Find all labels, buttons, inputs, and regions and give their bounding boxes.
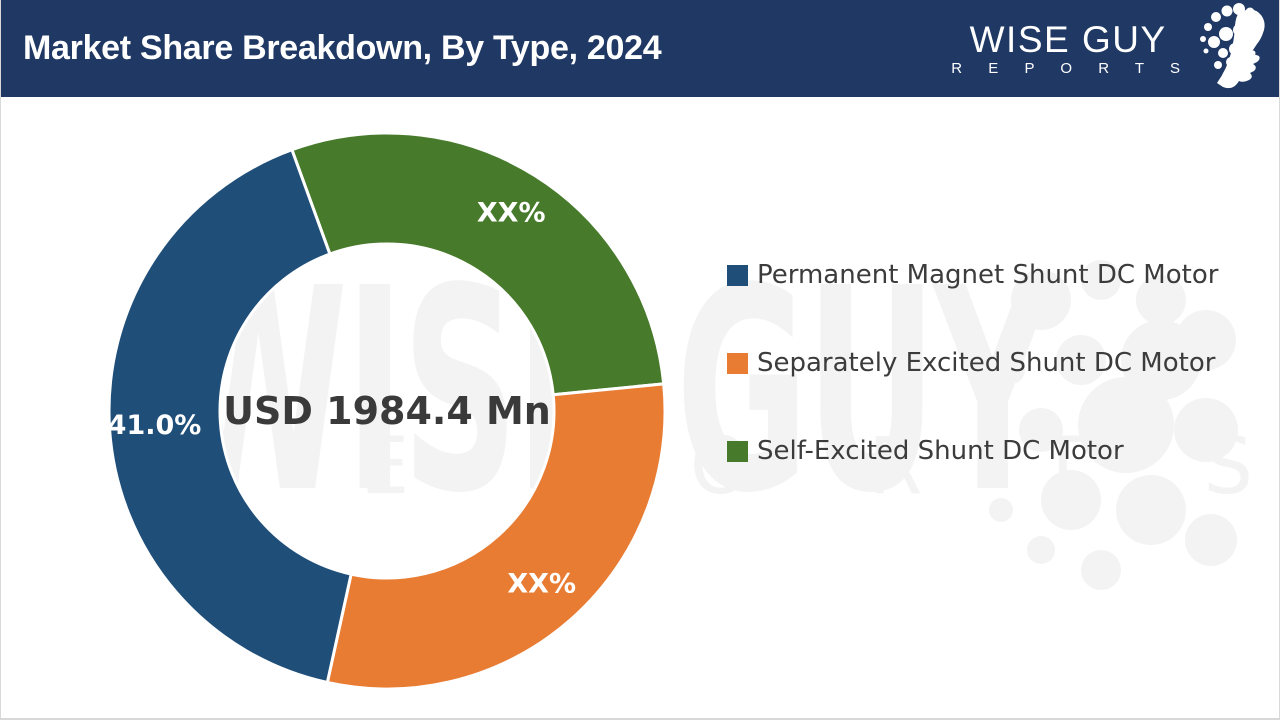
wiseguy-face-icon	[1200, 2, 1265, 88]
logo-line-wiseguy: WISE GUY	[969, 19, 1167, 60]
chart-legend: Permanent Magnet Shunt DC Motor Separate…	[727, 260, 1218, 524]
legend-label: Permanent Magnet Shunt DC Motor	[757, 260, 1219, 290]
logo-line-reports: R E P O R T S	[951, 60, 1191, 77]
legend-item-separately-excited: Separately Excited Shunt DC Motor	[727, 348, 1218, 378]
legend-swatch	[727, 440, 748, 462]
legend-swatch	[727, 352, 748, 374]
pie-slice-self-excited-shunt-dc-motor	[290, 131, 666, 397]
slice-value-label: XX%	[477, 197, 546, 228]
pie-slice-separately-excited-shunt-dc-motor	[325, 382, 667, 691]
slice-value-label: XX%	[507, 569, 576, 600]
wiseguy-wordmark: WISE GUY R E P O R T S	[945, 21, 1191, 76]
chart-center-value: USD 1984.4 Mn	[223, 389, 551, 433]
legend-label: Self-Excited Shunt DC Motor	[757, 436, 1124, 466]
legend-item-permanent-magnet: Permanent Magnet Shunt DC Motor	[727, 260, 1218, 290]
legend-swatch	[727, 264, 748, 286]
legend-item-self-excited: Self-Excited Shunt DC Motor	[727, 436, 1218, 466]
page-title: Market Share Breakdown, By Type, 2024	[23, 29, 662, 67]
pie-slice-permanent-magnet-shunt-dc-motor	[107, 148, 353, 685]
header-bar: Market Share Breakdown, By Type, 2024 WI…	[1, 0, 1279, 97]
wiseguy-logo: WISE GUY R E P O R T S	[945, 2, 1267, 95]
legend-label: Separately Excited Shunt DC Motor	[757, 348, 1216, 378]
slice-value-label: 41.0%	[108, 410, 202, 441]
